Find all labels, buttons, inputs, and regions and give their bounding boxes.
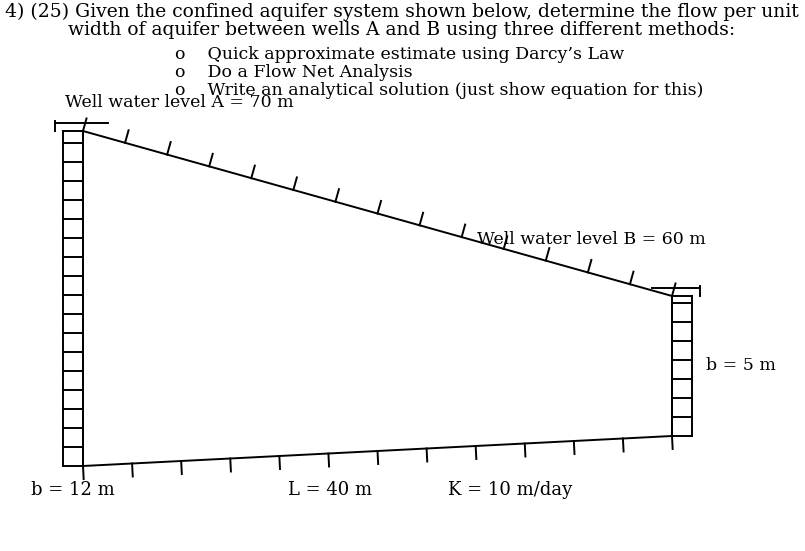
Text: o    Do a Flow Net Analysis: o Do a Flow Net Analysis [175, 64, 413, 81]
Text: L = 40 m: L = 40 m [288, 481, 372, 499]
Text: b = 12 m: b = 12 m [31, 481, 115, 499]
Text: b = 5 m: b = 5 m [706, 358, 776, 375]
Text: 4) (25) Given the confined aquifer system shown below, determine the flow per un: 4) (25) Given the confined aquifer syste… [5, 3, 799, 21]
Text: o    Quick approximate estimate using Darcy’s Law: o Quick approximate estimate using Darcy… [175, 46, 624, 63]
Text: Well water level A = 70 m: Well water level A = 70 m [65, 94, 294, 111]
Text: Well water level B = 60 m: Well water level B = 60 m [477, 231, 706, 248]
Text: width of aquifer between wells A and B using three different methods:: width of aquifer between wells A and B u… [68, 21, 736, 39]
Text: o    Write an analytical solution (just show equation for this): o Write an analytical solution (just sho… [175, 82, 704, 99]
Text: K = 10 m/day: K = 10 m/day [448, 481, 572, 499]
